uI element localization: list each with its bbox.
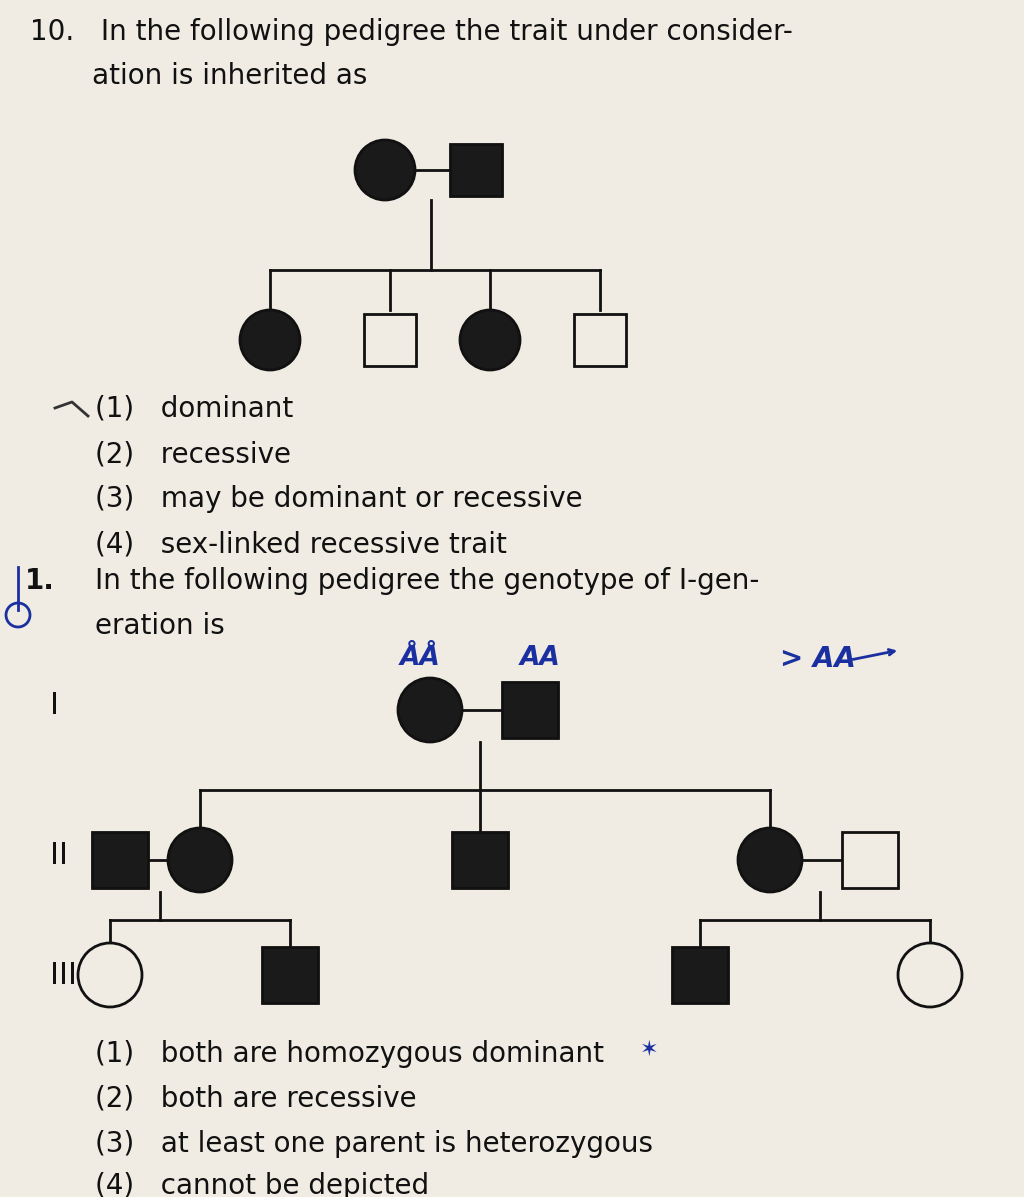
Circle shape — [898, 943, 962, 1007]
Text: II: II — [50, 840, 68, 869]
Bar — [450, 144, 502, 196]
Text: > AA: > AA — [780, 645, 856, 673]
Circle shape — [398, 678, 462, 742]
Bar — [502, 682, 558, 739]
Text: (3)   may be dominant or recessive: (3) may be dominant or recessive — [95, 485, 583, 514]
Bar — [452, 832, 508, 888]
Text: (4)   sex-linked recessive trait: (4) sex-linked recessive trait — [95, 530, 507, 558]
Bar — [842, 832, 898, 888]
Text: (2)   recessive: (2) recessive — [95, 440, 291, 468]
Text: (3)   at least one parent is heterozygous: (3) at least one parent is heterozygous — [95, 1130, 653, 1157]
Circle shape — [738, 828, 802, 892]
Text: III: III — [50, 960, 77, 990]
Circle shape — [460, 310, 520, 370]
Bar — [262, 947, 318, 1003]
Text: eration is: eration is — [95, 612, 224, 640]
Bar — [364, 314, 416, 366]
Bar — [364, 314, 416, 366]
Bar — [502, 682, 558, 739]
Text: In the following pedigree the genotype of I-gen-: In the following pedigree the genotype o… — [95, 567, 760, 595]
Bar — [262, 947, 318, 1003]
Text: 1.: 1. — [25, 567, 55, 595]
Text: ✶: ✶ — [640, 1040, 658, 1061]
Bar — [452, 832, 508, 888]
Text: (2)   both are recessive: (2) both are recessive — [95, 1084, 417, 1113]
Text: ÅÅ: ÅÅ — [399, 645, 440, 672]
Bar — [92, 832, 148, 888]
Text: AA: AA — [519, 645, 560, 672]
Bar — [574, 314, 626, 366]
Text: (4)   cannot be depicted: (4) cannot be depicted — [95, 1172, 429, 1197]
Bar — [672, 947, 728, 1003]
Text: ation is inherited as: ation is inherited as — [30, 62, 368, 90]
Bar — [672, 947, 728, 1003]
Bar — [842, 832, 898, 888]
Circle shape — [355, 140, 415, 200]
Bar — [574, 314, 626, 366]
Circle shape — [168, 828, 232, 892]
Text: (1)   both are homozygous dominant: (1) both are homozygous dominant — [95, 1040, 604, 1068]
Text: (1)   dominant: (1) dominant — [95, 395, 293, 423]
Bar — [450, 144, 502, 196]
Text: I: I — [50, 691, 59, 719]
Bar — [92, 832, 148, 888]
Text: 10.   In the following pedigree the trait under consider-: 10. In the following pedigree the trait … — [30, 18, 793, 45]
Circle shape — [240, 310, 300, 370]
Circle shape — [78, 943, 142, 1007]
